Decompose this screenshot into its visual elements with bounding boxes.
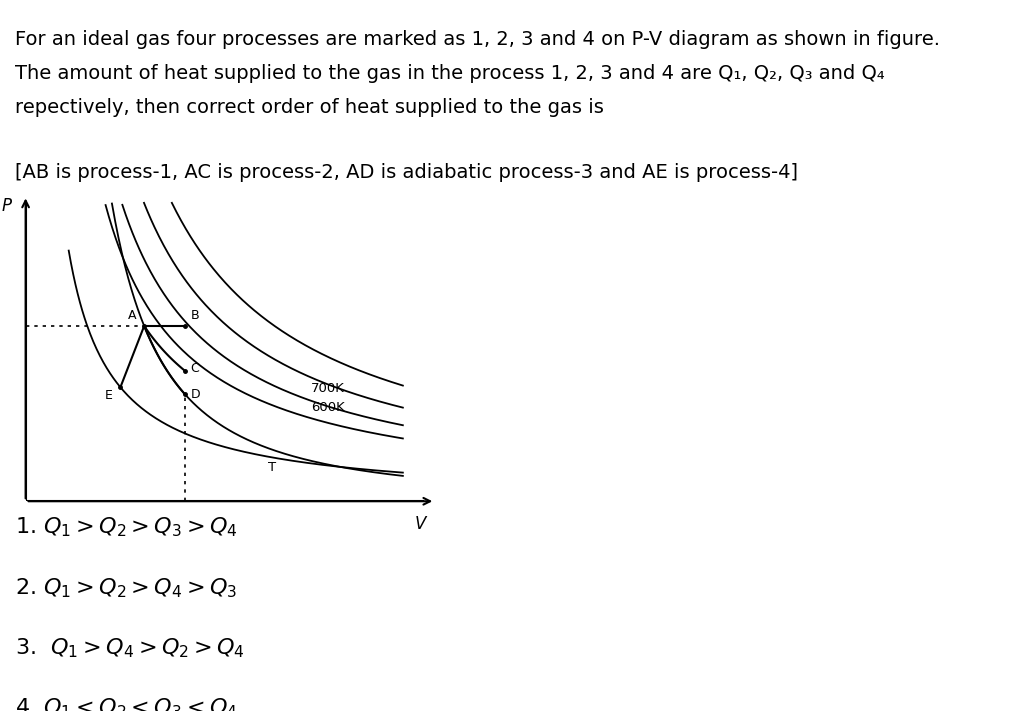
Text: A: A (128, 309, 136, 322)
Text: V: V (415, 515, 427, 533)
Text: 600K: 600K (311, 401, 345, 414)
Text: T: T (268, 461, 276, 474)
Text: E: E (105, 389, 113, 402)
Text: 700K: 700K (311, 382, 345, 395)
Text: D: D (190, 388, 200, 401)
Text: B: B (190, 309, 199, 322)
Text: The amount of heat supplied to the gas in the process 1, 2, 3 and 4 are Q₁, Q₂, : The amount of heat supplied to the gas i… (15, 64, 885, 83)
Text: 3.  $Q_1 > Q_4 > Q_2 > Q_4$: 3. $Q_1 > Q_4 > Q_2 > Q_4$ (15, 636, 245, 660)
Text: 4. $Q_1 < Q_2 < Q_3 < Q_4$: 4. $Q_1 < Q_2 < Q_3 < Q_4$ (15, 697, 239, 711)
Text: C: C (190, 363, 200, 375)
Text: [AB is process-1, AC is process-2, AD is adiabatic process-3 and AE is process-4: [AB is process-1, AC is process-2, AD is… (15, 163, 799, 182)
Text: 2. $Q_1 > Q_2 > Q_4 > Q_3$: 2. $Q_1 > Q_2 > Q_4 > Q_3$ (15, 576, 238, 599)
Text: repectively, then correct order of heat supplied to the gas is: repectively, then correct order of heat … (15, 98, 604, 117)
Text: For an ideal gas four processes are marked as 1, 2, 3 and 4 on P-V diagram as sh: For an ideal gas four processes are mark… (15, 30, 940, 49)
Text: P: P (2, 197, 11, 215)
Text: 1. $Q_1 > Q_2 > Q_3 > Q_4$: 1. $Q_1 > Q_2 > Q_3 > Q_4$ (15, 515, 239, 539)
